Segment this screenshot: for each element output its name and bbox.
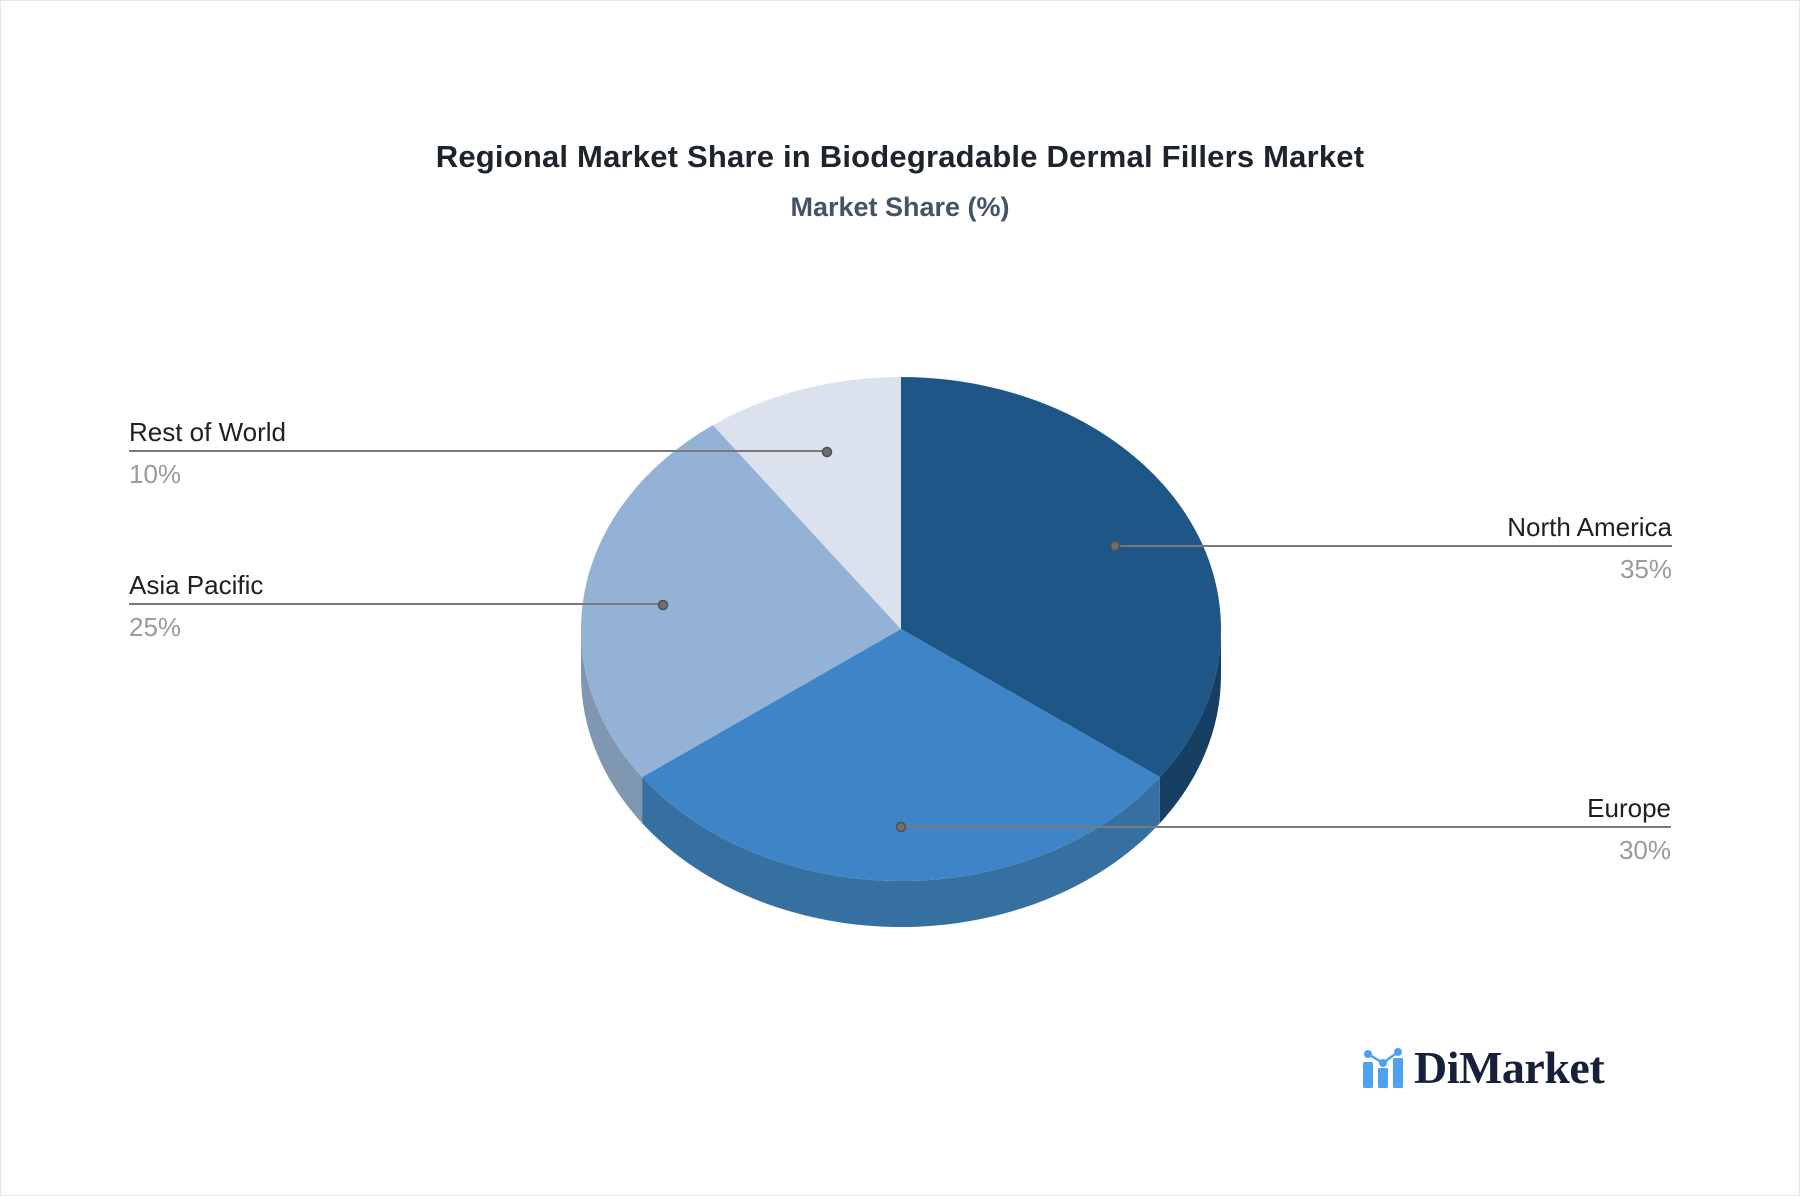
chart-subtitle: Market Share (%) [790, 192, 1010, 222]
bar-line-chart-icon [1363, 1048, 1403, 1088]
pie-slice-europe[interactable] [642, 629, 1160, 882]
chart-title: Regional Market Share in Biodegradable D… [435, 139, 1365, 174]
pie-label-north-america: North America 35% [1507, 512, 1672, 584]
slice-name: North America [1507, 512, 1672, 542]
pie-slice-north-america[interactable] [901, 377, 1221, 778]
pie-label-rest-of-world: Rest of World 10% [129, 417, 286, 489]
leader-dot-rest-of-world [821, 446, 833, 458]
pie-slice-wall-asia-pacific [581, 629, 643, 824]
slice-percent: 30% [1618, 835, 1671, 865]
leader-dot-europe [895, 821, 907, 833]
slice-percent: 35% [1619, 554, 1672, 584]
pie-label-europe: Europe 30% [1587, 793, 1671, 865]
slice-percent: 10% [129, 459, 182, 489]
brand-logo: DiMarket [1363, 1042, 1605, 1093]
pie-label-asia-pacific: Asia Pacific 25% [129, 570, 263, 642]
pie-slice-wall-europe [642, 777, 1160, 927]
slice-name: Rest of World [129, 417, 287, 447]
pie-slice-rest-of-world[interactable] [712, 377, 901, 629]
slice-percent: 25% [129, 612, 182, 642]
pie-slice-asia-pacific[interactable] [580, 425, 901, 778]
slice-name: Asia Pacific [129, 570, 264, 600]
brand-logo-text: DiMarket [1414, 1042, 1605, 1093]
leader-dot-north-america [1109, 540, 1121, 552]
pie-slice-wall-north-america [1159, 629, 1221, 824]
leader-dot-asia-pacific [657, 599, 669, 611]
slice-name: Europe [1587, 793, 1671, 823]
